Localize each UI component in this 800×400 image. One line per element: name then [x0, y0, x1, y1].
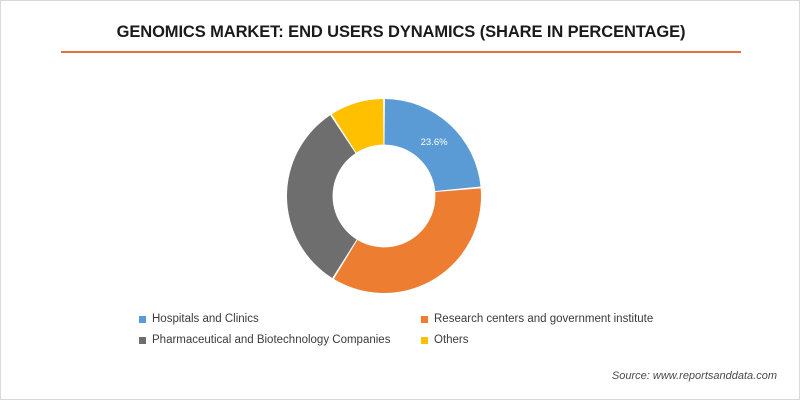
legend-item-label: Hospitals and Clinics: [152, 313, 259, 325]
donut-slice-group: [287, 99, 481, 293]
source-note: Source: www.reportsanddata.com: [611, 370, 777, 382]
legend-item-label: Others: [434, 333, 469, 346]
title-divider: [61, 51, 741, 53]
legend: Hospitals and Clinics Research centers a…: [139, 313, 669, 355]
legend-row: Pharmaceutical and Biotechnology Compani…: [139, 333, 669, 347]
legend-item-label: Pharmaceutical and Biotechnology Compani…: [152, 333, 391, 346]
legend-swatch-icon: [139, 316, 146, 324]
donut-slice[interactable]: [331, 99, 384, 153]
legend-swatch-icon: [139, 336, 146, 344]
donut-slice[interactable]: [333, 188, 481, 293]
donut-svg: 23.6%: [287, 99, 481, 293]
donut-slice[interactable]: [287, 115, 357, 279]
slice-data-label-hospitals: 23.6%: [421, 137, 448, 148]
title-block: GENOMICS MARKET: END USERS DYNAMICS (SHA…: [1, 23, 800, 42]
legend-swatch-icon: [421, 336, 428, 344]
legend-row: Hospitals and Clinics Research centers a…: [139, 313, 669, 326]
donut-chart: 23.6%: [284, 96, 484, 296]
donut-slice[interactable]: [384, 99, 481, 191]
legend-item-research-centers[interactable]: Research centers and government institut…: [421, 313, 654, 326]
legend-item-pharmaceutical-biotechnology[interactable]: Pharmaceutical and Biotechnology Compani…: [139, 333, 421, 347]
legend-item-others[interactable]: Others: [421, 333, 469, 347]
plot-area: 23.6%: [1, 59, 800, 309]
page-title: GENOMICS MARKET: END USERS DYNAMICS (SHA…: [116, 23, 686, 41]
legend-swatch-icon: [421, 316, 428, 324]
legend-item-label: Research centers and government institut…: [434, 313, 654, 325]
legend-item-hospitals-and-clinics[interactable]: Hospitals and Clinics: [139, 313, 421, 326]
